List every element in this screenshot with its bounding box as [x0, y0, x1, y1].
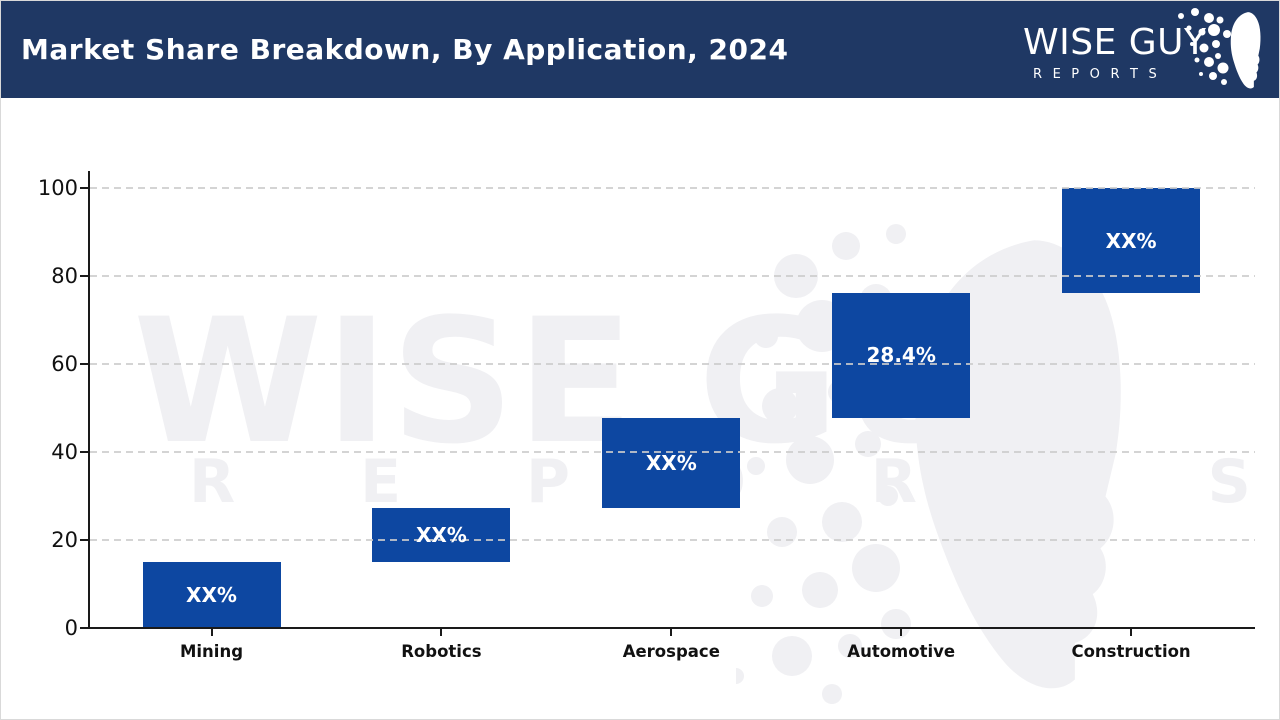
bar-automotive — [832, 293, 971, 418]
category-label: Robotics — [401, 641, 482, 661]
y-tick-mark — [80, 274, 88, 277]
category-label: Aerospace — [622, 641, 720, 661]
category-label: Construction — [1071, 641, 1191, 661]
y-tick-mark — [80, 626, 88, 629]
page-title: Market Share Breakdown, By Application, … — [21, 33, 789, 66]
waterfall-chart: 0 20 40 60 80 100 XX% Mining XX% Robotics XX% Aeros… — [1, 98, 1279, 719]
category-label: Automotive — [847, 641, 956, 661]
x-tick-mark — [210, 628, 213, 636]
y-gridline — [90, 538, 1255, 541]
y-tick-mark — [80, 450, 88, 453]
logo-brand-text: WISE GUY — [1023, 22, 1207, 63]
header-bar: Market Share Breakdown, By Application, … — [1, 1, 1279, 98]
logo-dots — [1178, 8, 1231, 85]
x-tick-mark — [440, 628, 443, 636]
y-gridline — [90, 450, 1255, 453]
y-gridline — [90, 187, 1255, 189]
y-tick-label: 100 — [37, 176, 78, 200]
x-axis-spine — [88, 626, 1255, 629]
bar-value-label: XX% — [186, 582, 237, 607]
y-tick-mark — [80, 538, 88, 541]
logo-brand-subtext: R E P O R T S — [1033, 67, 1160, 82]
bar-value-label: XX% — [645, 450, 697, 475]
bar-value-label: 28.4% — [866, 343, 936, 368]
y-tick-label: 20 — [51, 527, 78, 552]
x-tick-mark — [1130, 628, 1133, 636]
logo-head-icon — [1230, 12, 1261, 89]
bar-aerospace — [602, 417, 741, 508]
y-tick-mark — [80, 362, 88, 365]
bar-robotics — [372, 507, 511, 562]
y-tick-label: 0 — [64, 615, 78, 640]
y-tick-label: 40 — [51, 439, 78, 464]
y-gridline — [90, 274, 1255, 277]
y-axis-spine — [88, 171, 90, 629]
bar-value-label: XX% — [1105, 228, 1157, 253]
x-tick-mark — [670, 628, 673, 636]
bar-value-label: XX% — [415, 522, 467, 547]
wise-guy-reports-logo: WISE GUY R E P O R T S — [1023, 8, 1261, 89]
y-tick-mark — [80, 187, 88, 189]
y-tick-label: 80 — [51, 263, 78, 288]
y-gridline — [90, 362, 1255, 365]
bar-mining — [142, 561, 281, 628]
x-tick-mark — [900, 628, 903, 636]
y-tick-label: 60 — [51, 351, 78, 376]
category-label: Mining — [179, 641, 244, 661]
